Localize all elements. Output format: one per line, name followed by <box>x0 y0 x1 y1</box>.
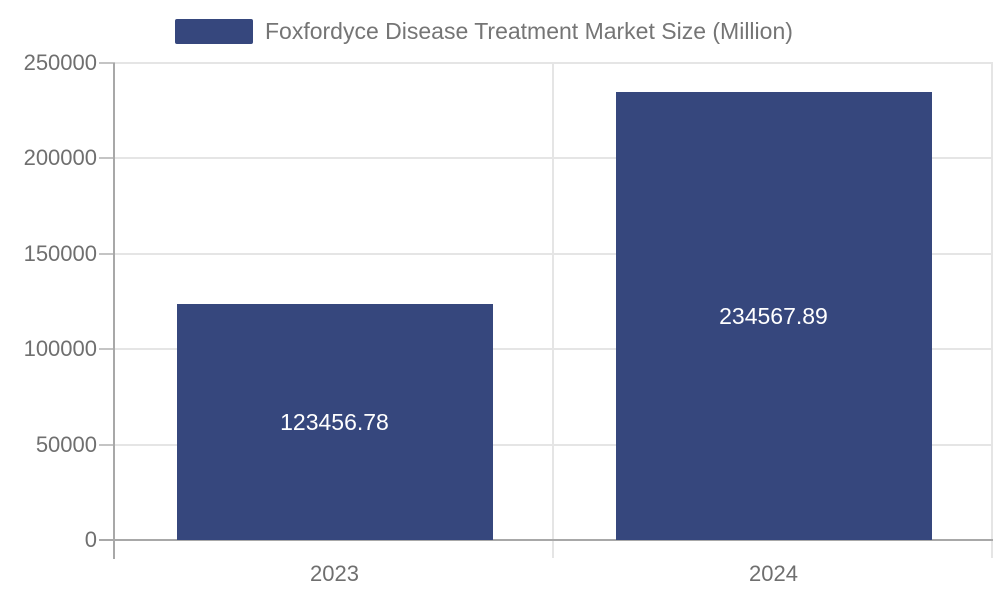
y-axis-line <box>113 63 115 559</box>
y-gridline <box>115 443 993 446</box>
plot-right-border <box>991 63 993 558</box>
legend-label[interactable]: Foxfordyce Disease Treatment Market Size… <box>265 17 793 44</box>
y-gridline <box>115 157 993 160</box>
y-axis-tick <box>99 443 115 446</box>
bar-2024[interactable] <box>615 92 932 540</box>
y-axis-tick <box>99 157 115 160</box>
chart-legend[interactable]: Foxfordyce Disease Treatment Market Size… <box>175 17 793 45</box>
bar-value-label: 123456.78 <box>280 409 389 436</box>
y-gridline <box>115 252 993 255</box>
x-axis-line <box>99 539 993 541</box>
y-gridline <box>115 348 993 351</box>
y-axis-tick-label: 150000 <box>23 240 97 266</box>
y-axis-tick-label: 0 <box>84 527 97 552</box>
bar-value-label: 234567.89 <box>719 303 828 330</box>
y-axis-tick <box>99 348 115 351</box>
y-axis-tick <box>99 252 115 255</box>
x-axis-category-label: 2024 <box>749 561 798 586</box>
y-axis-tick <box>99 62 115 64</box>
y-axis-tick-label: 100000 <box>23 336 97 362</box>
x-axis-category-label: 2023 <box>310 561 359 586</box>
legend-swatch[interactable] <box>175 18 253 44</box>
y-gridline <box>115 62 993 64</box>
category-separator-line <box>552 63 554 558</box>
y-axis-tick-label: 50000 <box>35 431 97 457</box>
y-axis-tick-label: 250000 <box>23 50 97 75</box>
y-axis-tick-label: 200000 <box>23 145 97 171</box>
bar-2023[interactable] <box>176 304 493 540</box>
